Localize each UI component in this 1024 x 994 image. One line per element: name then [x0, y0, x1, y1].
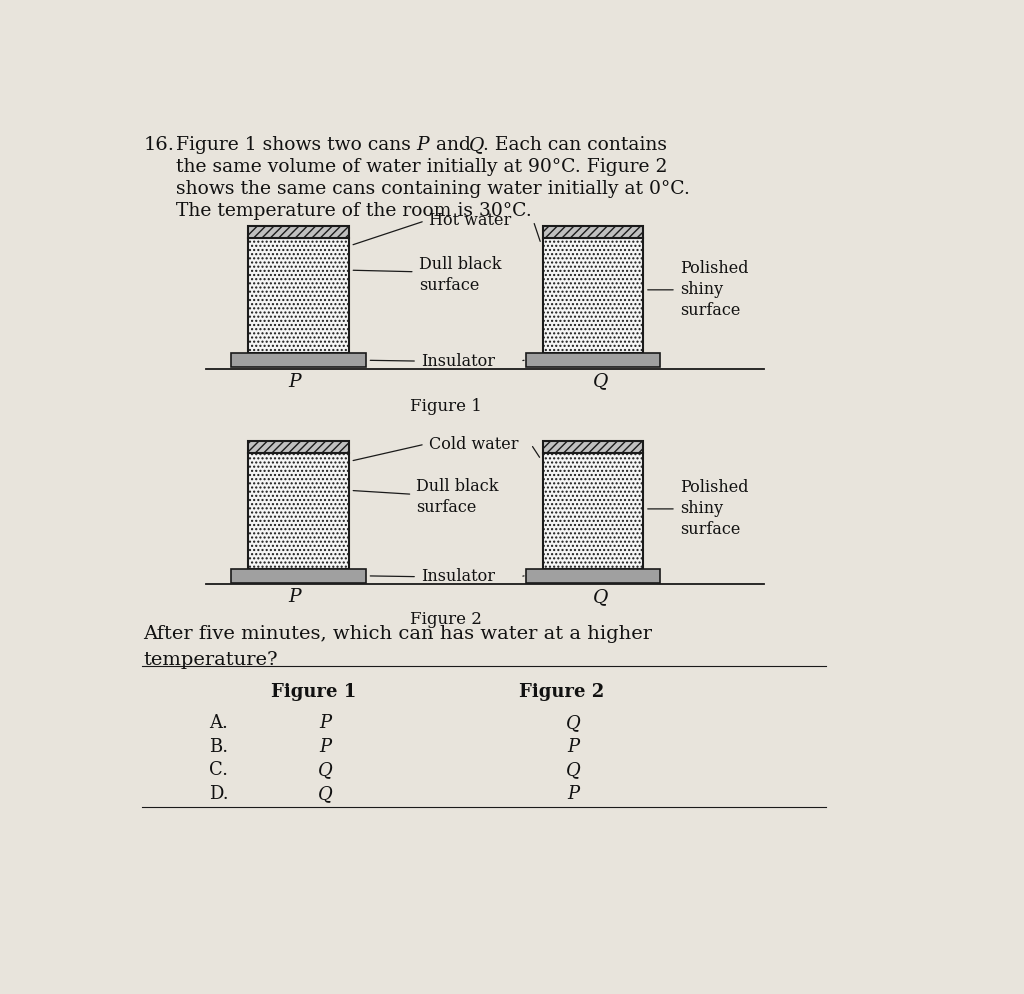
Bar [248, 226, 349, 238]
Text: A.: A. [209, 714, 228, 732]
Text: . Each can contains: . Each can contains [483, 136, 667, 154]
Text: and: and [430, 136, 477, 154]
Text: P: P [319, 714, 332, 732]
Text: Q: Q [318, 761, 333, 779]
Bar [248, 238, 349, 353]
Bar [543, 238, 643, 353]
Text: Figure 1: Figure 1 [271, 683, 356, 701]
Text: Q: Q [566, 714, 581, 732]
Text: the same volume of water initially at 90°C. Figure 2: the same volume of water initially at 90… [176, 158, 668, 176]
Text: shows the same cans containing water initially at 0°C.: shows the same cans containing water ini… [176, 180, 690, 198]
Bar [525, 353, 660, 367]
Text: The temperature of the room is 30°C.: The temperature of the room is 30°C. [176, 202, 531, 220]
Text: Q: Q [593, 373, 608, 391]
Text: 16.: 16. [143, 136, 174, 154]
Text: C.: C. [209, 761, 228, 779]
Text: P: P [289, 588, 301, 606]
Text: Dull black
surface: Dull black surface [419, 255, 501, 294]
Bar [231, 353, 366, 367]
Text: Figure 1: Figure 1 [410, 398, 481, 415]
Text: Q: Q [593, 588, 608, 606]
Text: Hot water: Hot water [429, 213, 511, 230]
Text: P: P [567, 785, 580, 803]
Bar [248, 453, 349, 569]
Bar [231, 569, 366, 582]
Text: P: P [567, 738, 580, 755]
Text: Cold water: Cold water [429, 435, 518, 452]
Bar [543, 453, 643, 569]
Text: D.: D. [209, 785, 229, 803]
Text: Insulator: Insulator [421, 569, 495, 585]
Text: P: P [417, 136, 429, 154]
Text: Polished
shiny
surface: Polished shiny surface [680, 260, 749, 319]
Text: P: P [289, 373, 301, 391]
Text: Q: Q [318, 785, 333, 803]
Text: P: P [319, 738, 332, 755]
Text: Q: Q [469, 136, 484, 154]
Bar [525, 569, 660, 582]
Text: B.: B. [209, 738, 228, 755]
Text: Figure 2: Figure 2 [410, 611, 481, 628]
Text: Q: Q [566, 761, 581, 779]
Text: After five minutes, which can has water at a higher: After five minutes, which can has water … [143, 625, 652, 643]
Text: Figure 2: Figure 2 [519, 683, 604, 701]
Text: Figure 1 shows two cans: Figure 1 shows two cans [176, 136, 417, 154]
Bar [543, 226, 643, 238]
Bar [248, 441, 349, 453]
Bar [543, 441, 643, 453]
Text: Insulator: Insulator [421, 353, 495, 370]
Text: Polished
shiny
surface: Polished shiny surface [680, 479, 749, 539]
Text: temperature?: temperature? [143, 651, 279, 669]
Text: Dull black
surface: Dull black surface [417, 478, 499, 516]
